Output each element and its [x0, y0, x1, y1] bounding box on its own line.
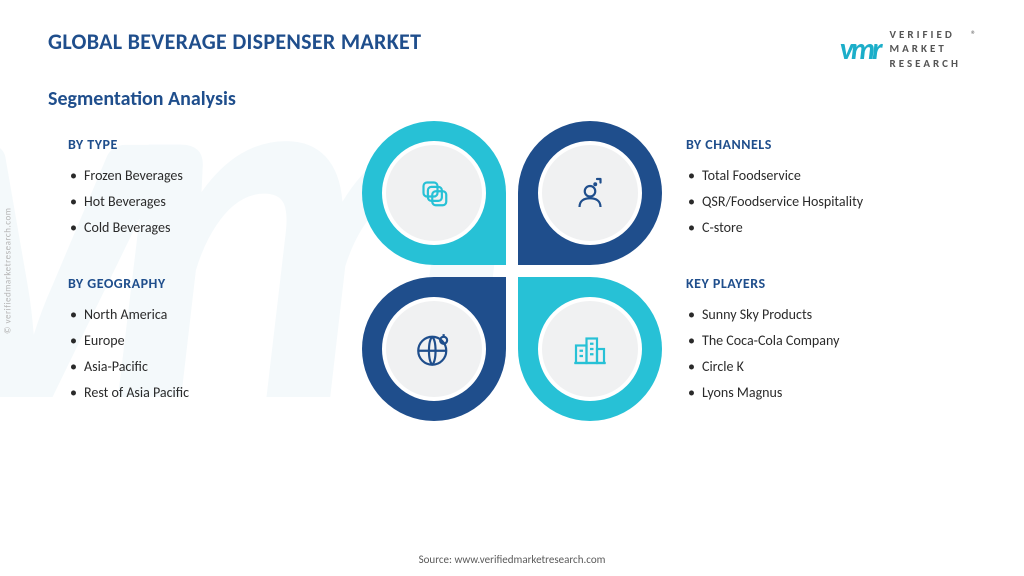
group-title-channels: BY CHANNELS — [686, 136, 956, 153]
group-title-type: BY TYPE — [68, 136, 338, 153]
icon-circle-geography — [382, 297, 486, 401]
list-item: Cold Beverages — [70, 215, 338, 241]
list-item: Rest of Asia Pacific — [70, 380, 338, 406]
list-item: QSR/Foodservice Hospitality — [688, 189, 956, 215]
list-players: Sunny Sky Products The Coca-Cola Company… — [686, 302, 956, 406]
list-type: Frozen Beverages Hot Beverages Cold Beve… — [68, 163, 338, 241]
icon-circle-channels — [538, 141, 642, 245]
globe-icon — [413, 328, 455, 370]
list-item: Frozen Beverages — [70, 163, 338, 189]
page-subtitle: Segmentation Analysis — [48, 87, 976, 111]
layers-icon — [413, 172, 455, 214]
header: GLOBAL BEVERAGE DISPENSER MARKET vmr VER… — [48, 28, 976, 71]
logo-line2: MARKET — [890, 42, 961, 56]
list-channels: Total Foodservice QSR/Foodservice Hospit… — [686, 163, 956, 241]
page-title: GLOBAL BEVERAGE DISPENSER MARKET — [48, 28, 421, 55]
list-geography: North America Europe Asia-Pacific Rest o… — [68, 302, 338, 406]
petal-type — [362, 121, 506, 265]
brand-logo: vmr VERIFIED MARKET RESEARCH ® — [840, 28, 976, 71]
petal-channels — [518, 121, 662, 265]
icon-circle-players — [538, 297, 642, 401]
logo-line1: VERIFIED — [890, 28, 961, 42]
logo-line3: RESEARCH — [890, 57, 961, 71]
list-item: C-store — [688, 215, 956, 241]
group-geography: BY GEOGRAPHY North America Europe Asia-P… — [68, 275, 338, 406]
container: GLOBAL BEVERAGE DISPENSER MARKET vmr VER… — [0, 0, 1024, 576]
buildings-icon — [569, 328, 611, 370]
group-players: KEY PLAYERS Sunny Sky Products The Coca-… — [686, 275, 956, 406]
group-type: BY TYPE Frozen Beverages Hot Beverages C… — [68, 136, 338, 241]
registered-symbol: ® — [971, 28, 976, 41]
list-item: Asia-Pacific — [70, 354, 338, 380]
logo-mark: vmr — [840, 31, 880, 68]
left-column: BY TYPE Frozen Beverages Hot Beverages C… — [68, 136, 338, 405]
list-item: Sunny Sky Products — [688, 302, 956, 328]
center-diagram — [362, 121, 662, 421]
list-item: Hot Beverages — [70, 189, 338, 215]
main-content: BY TYPE Frozen Beverages Hot Beverages C… — [48, 121, 976, 421]
group-title-players: KEY PLAYERS — [686, 275, 956, 292]
icon-circle-type — [382, 141, 486, 245]
list-item: The Coca-Cola Company — [688, 328, 956, 354]
list-item: Europe — [70, 328, 338, 354]
list-item: Total Foodservice — [688, 163, 956, 189]
source-text: Source: www.verifiedmarketresearch.com — [419, 553, 606, 566]
group-title-geography: BY GEOGRAPHY — [68, 275, 338, 292]
list-item: Circle K — [688, 354, 956, 380]
list-item: Lyons Magnus — [688, 380, 956, 406]
group-channels: BY CHANNELS Total Foodservice QSR/Foodse… — [686, 136, 956, 241]
right-column: BY CHANNELS Total Foodservice QSR/Foodse… — [686, 136, 956, 405]
person-icon — [569, 172, 611, 214]
side-watermark: © verifiedmarketresearch.com — [3, 208, 14, 334]
petal-players — [518, 277, 662, 421]
list-item: North America — [70, 302, 338, 328]
petal-geography — [362, 277, 506, 421]
logo-text: VERIFIED MARKET RESEARCH — [890, 28, 961, 71]
